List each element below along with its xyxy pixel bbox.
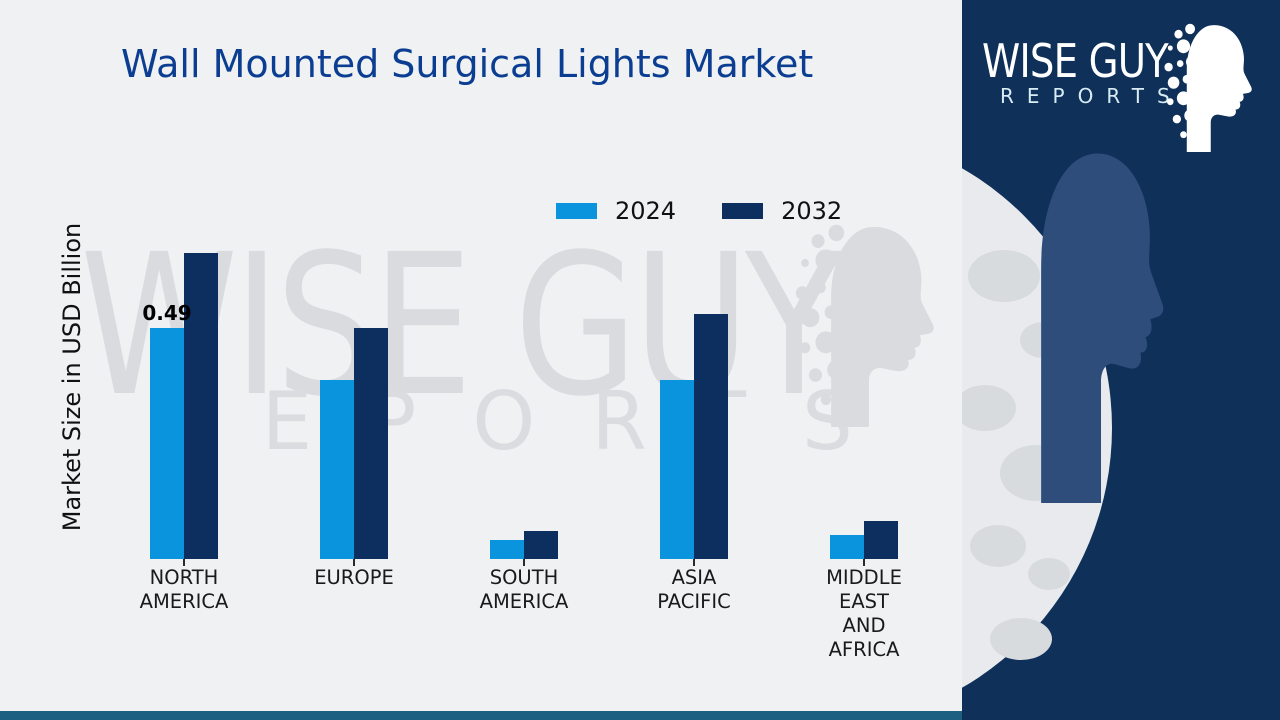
category-label-asia-pacific: ASIA PACIFIC	[657, 566, 731, 613]
legend-label-2024: 2024	[615, 197, 677, 225]
brand-subtitle: REPORTS	[1000, 84, 1183, 108]
axis-tick	[523, 559, 525, 566]
axis-tick	[183, 559, 185, 566]
axis-tick	[693, 559, 695, 566]
bar-2032-north-america	[184, 253, 218, 559]
brand-name: WISE GUY	[982, 34, 1169, 88]
brand-logo-face-dots-icon	[1164, 23, 1252, 152]
legend-label-2032: 2032	[781, 197, 843, 225]
face-profile-silhouette-icon	[1041, 153, 1164, 503]
bar-2024-south-america	[490, 540, 524, 559]
bar-2032-asia-pacific	[694, 314, 728, 559]
category-label-middle-east-and-africa: MIDDLE EAST AND AFRICA	[826, 566, 902, 661]
bar-2032-middle-east-and-africa	[864, 521, 898, 559]
category-label-north-america: NORTH AMERICA	[139, 566, 229, 613]
circle-blob	[990, 618, 1052, 660]
watermark-face-dots-icon	[795, 224, 934, 427]
axis-tick	[353, 559, 355, 566]
bar-2024-middle-east-and-africa	[830, 535, 864, 559]
page-title: Wall Mounted Surgical Lights Market	[121, 42, 814, 86]
bar-2024-north-america	[150, 328, 184, 559]
bar-2032-europe	[354, 328, 388, 559]
legend-swatch-2032	[722, 203, 764, 219]
legend-swatch-2024	[556, 203, 597, 219]
bar-2024-europe	[320, 380, 354, 559]
legend-item-2032: 2032	[722, 197, 842, 225]
circle-blob	[962, 385, 1016, 431]
bar-2032-south-america	[524, 531, 558, 559]
category-label-europe: EUROPE	[314, 566, 394, 589]
y-axis-label: Market Size in USD Billion	[58, 222, 86, 532]
legend-item-2024: 2024	[556, 197, 676, 225]
circle-blob	[1028, 558, 1070, 590]
bottom-accent-strip	[0, 711, 962, 720]
category-label-south-america: SOUTH AMERICA	[479, 566, 569, 613]
axis-tick	[863, 559, 865, 566]
bar-2024-asia-pacific	[660, 380, 694, 559]
brand-panel: WISE GUY REPORTS	[962, 0, 1280, 720]
circle-blob	[968, 250, 1040, 302]
circle-blob	[970, 525, 1026, 567]
chart-legend: 2024 2032	[556, 197, 842, 225]
watermark-reports-text: REPORTS	[150, 375, 909, 468]
bar-value-label: 0.49	[142, 301, 192, 325]
